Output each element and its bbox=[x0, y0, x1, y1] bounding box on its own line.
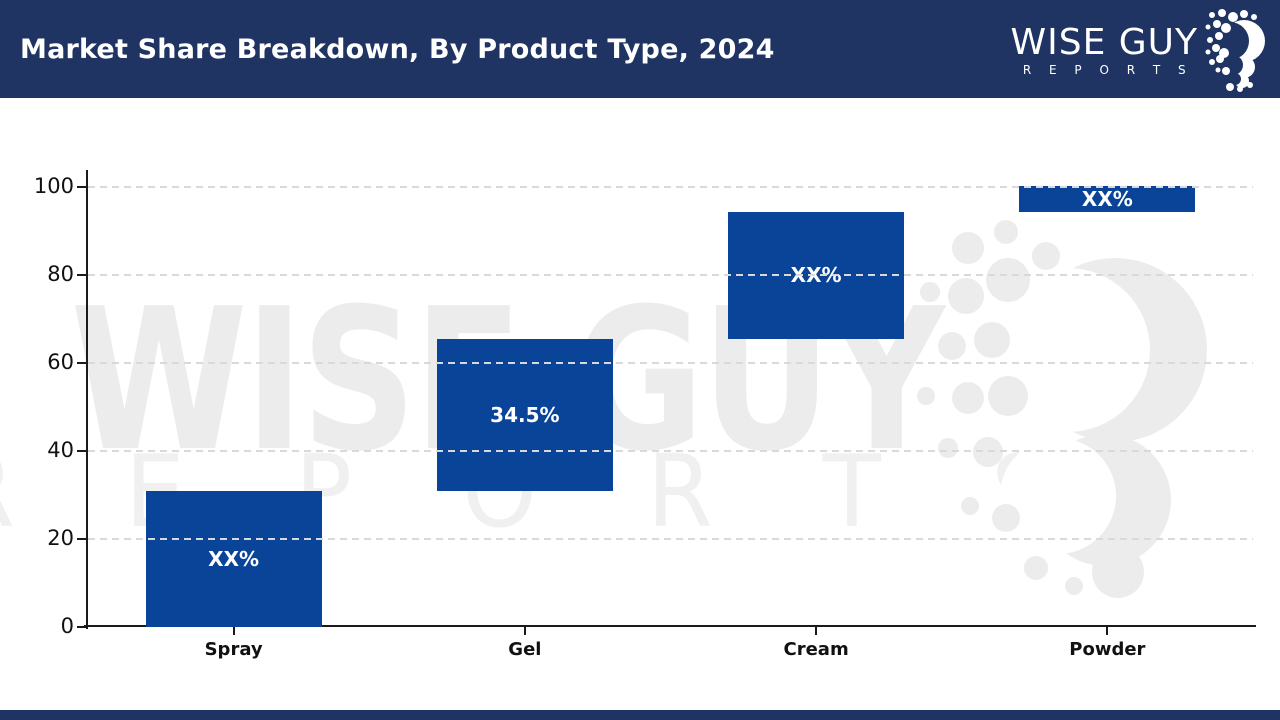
gridline-20 bbox=[88, 538, 1253, 540]
y-tick-label-100: 100 bbox=[33, 174, 74, 198]
footer-bar bbox=[0, 710, 1280, 720]
bar-value-label-powder: XX% bbox=[1081, 186, 1133, 211]
bar-powder: XX% bbox=[1019, 185, 1196, 213]
y-tick-mark-80 bbox=[77, 274, 86, 276]
gridline-40 bbox=[88, 450, 1253, 452]
y-tick-label-60: 60 bbox=[47, 350, 74, 374]
x-tick-mark-gel bbox=[523, 627, 526, 635]
brand-logo: WISE GUY R E P O R T S bbox=[1011, 6, 1267, 94]
x-tick-label-spray: Spray bbox=[204, 639, 263, 660]
y-tick-mark-40 bbox=[77, 450, 86, 452]
x-tick-label-powder: Powder bbox=[1069, 639, 1146, 660]
y-tick-mark-60 bbox=[77, 362, 86, 364]
y-tick-label-40: 40 bbox=[47, 438, 74, 462]
y-tick-mark-20 bbox=[77, 538, 86, 540]
brand-subtitle: R E P O R T S bbox=[1022, 63, 1193, 78]
bar-value-label-spray: XX% bbox=[208, 546, 260, 571]
y-axis-line bbox=[86, 170, 88, 629]
y-tick-label-0: 0 bbox=[60, 614, 74, 638]
brand-name: WISE GUY bbox=[1010, 21, 1198, 63]
bar-spray: XX% bbox=[145, 490, 322, 627]
x-tick-label-gel: Gel bbox=[508, 639, 542, 660]
y-tick-mark-100 bbox=[77, 186, 86, 188]
page-title: Market Share Breakdown, By Product Type,… bbox=[20, 33, 775, 65]
gridline-60 bbox=[88, 362, 1253, 364]
bar-value-label-gel: 34.5% bbox=[490, 402, 560, 427]
bar-gel: 34.5% bbox=[436, 338, 613, 491]
x-tick-label-cream: Cream bbox=[783, 639, 849, 660]
gridline-80 bbox=[88, 274, 1253, 276]
plot-area: 0 20 40 60 80 100 XX% 34.5% XX% XX% Spray Gel Crea… bbox=[34, 170, 1256, 660]
brand-logo-text: WISE GUY R E P O R T S bbox=[1011, 23, 1199, 78]
y-tick-label-80: 80 bbox=[47, 262, 74, 286]
y-tick-label-20: 20 bbox=[47, 526, 74, 550]
x-tick-mark-spray bbox=[232, 627, 235, 635]
x-axis-line bbox=[84, 625, 1256, 627]
gridline-100 bbox=[88, 186, 1253, 188]
brand-head-icon bbox=[1205, 9, 1265, 92]
x-tick-mark-powder bbox=[1106, 627, 1109, 635]
x-tick-mark-cream bbox=[815, 627, 818, 635]
header-bar: Market Share Breakdown, By Product Type,… bbox=[0, 0, 1280, 98]
y-tick-mark-0 bbox=[77, 626, 86, 628]
